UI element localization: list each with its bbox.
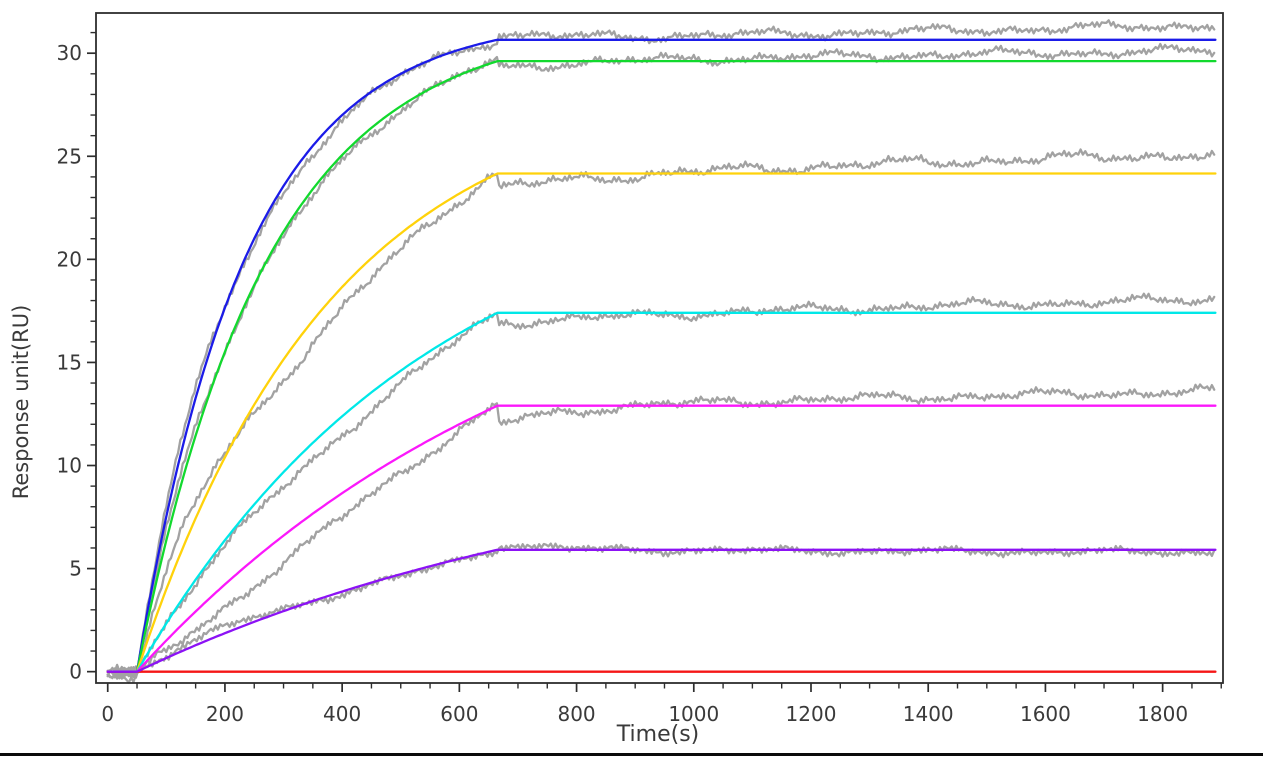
x-tick-label: 600 (440, 702, 478, 726)
y-tick-label: 10 (57, 454, 82, 478)
x-axis-title: Time(s) (616, 722, 699, 747)
y-tick-label: 20 (57, 247, 82, 271)
y-tick-label: 0 (69, 660, 82, 684)
fit-blue-curve (106, 38, 1217, 673)
axes-layer: 0 200 400 600 800 1000 1200 1400 1600 1800 0 5 10 15 2… (57, 12, 1224, 726)
data-cyan-measured-curve (106, 292, 1216, 680)
bottom-rule (0, 753, 1263, 756)
x-tick-label: 1400 (903, 702, 954, 726)
y-tick-label: 5 (69, 557, 82, 581)
curves-layer (106, 19, 1217, 684)
x-tick-label: 1200 (786, 702, 837, 726)
x-tick-label: 1600 (1020, 702, 1071, 726)
y-tick-label: 25 (57, 144, 82, 168)
x-tick-label: 800 (557, 702, 595, 726)
data-blue-measured-curve (106, 19, 1216, 679)
y-tick-label: 30 (57, 41, 82, 65)
fit-green-curve (106, 59, 1217, 673)
fit-gold-curve (106, 172, 1217, 673)
x-tick-label: 0 (101, 702, 114, 726)
plot-border (95, 12, 1224, 684)
x-tick-label: 1800 (1137, 702, 1188, 726)
fit-violet-curve (106, 548, 1217, 673)
data-magenta-measured-curve (106, 383, 1216, 680)
data-violet-measured-curve (106, 542, 1216, 679)
x-tick-label: 1000 (668, 702, 719, 726)
data-green-measured-curve (106, 42, 1216, 676)
data-gold-measured-curve (106, 148, 1216, 684)
y-tick-label: 15 (57, 350, 82, 374)
x-tick-label: 200 (206, 702, 244, 726)
y-axis-title: Response unit(RU) (9, 305, 33, 500)
x-tick-label: 400 (323, 702, 361, 726)
fit-magenta-curve (106, 404, 1217, 673)
fit-cyan-curve (106, 311, 1217, 673)
